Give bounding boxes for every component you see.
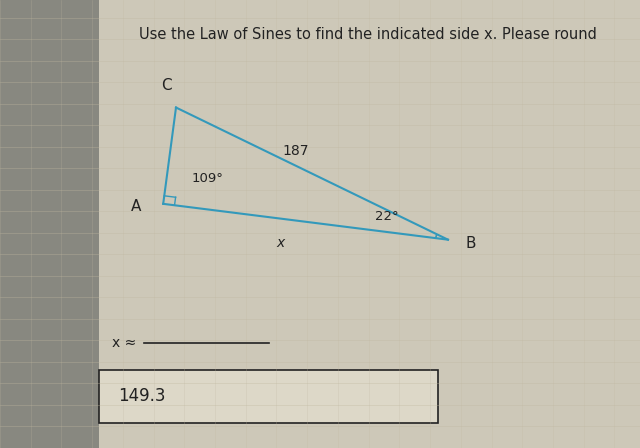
Text: C: C	[161, 78, 172, 93]
Text: x: x	[276, 236, 284, 250]
Bar	[0, 0, 99, 448]
FancyBboxPatch shape	[99, 370, 438, 423]
Text: 187: 187	[283, 144, 309, 158]
Text: B: B	[465, 236, 476, 251]
Text: 109°: 109°	[192, 172, 224, 185]
Text: Use the Law of Sines to find the indicated side x. Please round: Use the Law of Sines to find the indicat…	[139, 27, 597, 42]
Text: A: A	[131, 198, 141, 214]
Text: 22°: 22°	[376, 210, 399, 223]
Text: 149.3: 149.3	[118, 388, 166, 405]
Text: x ≈: x ≈	[112, 336, 136, 350]
